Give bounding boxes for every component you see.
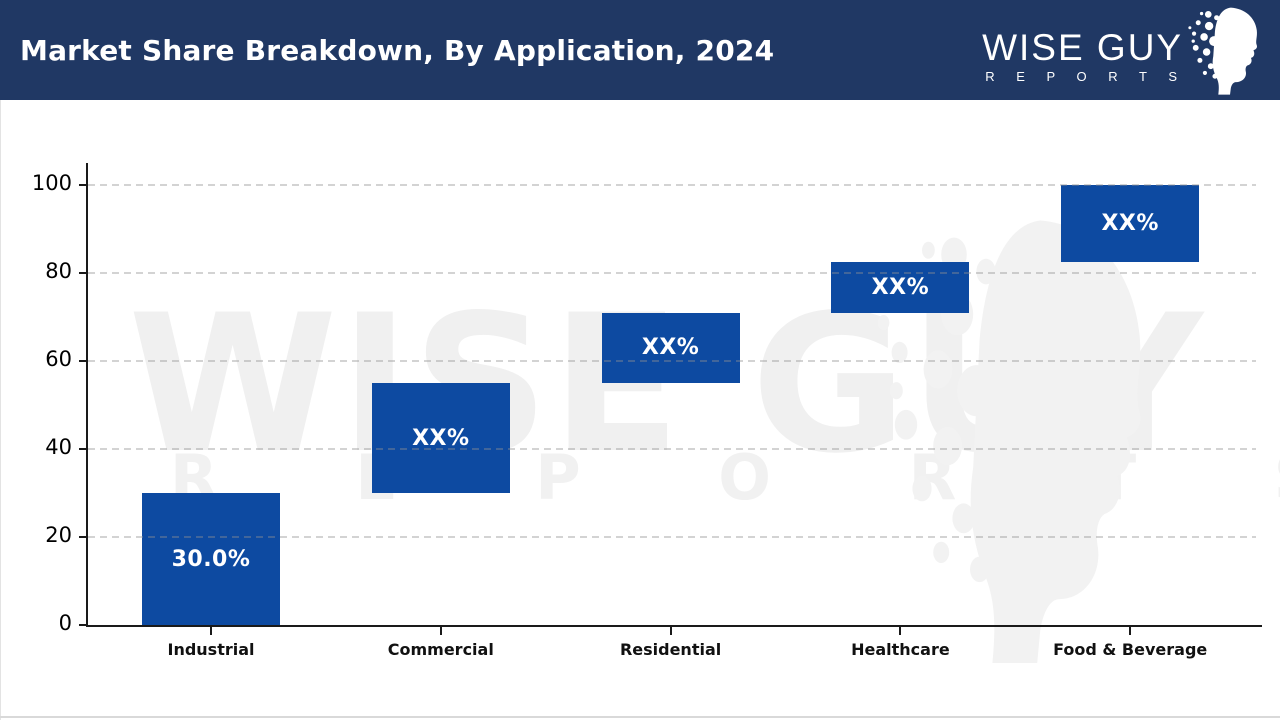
- bar: XX%: [1061, 185, 1200, 262]
- x-tick-mark: [669, 627, 672, 635]
- x-tick-mark: [1129, 627, 1132, 635]
- gridline: [88, 272, 1256, 274]
- bar-value-label: XX%: [871, 274, 930, 300]
- x-tick-label: Healthcare: [851, 640, 950, 659]
- gridline: [88, 184, 1256, 186]
- plot-area: 0 20 40 60 80 100 30.0% Industrial XX% Commercial…: [0, 100, 1280, 720]
- brand-wordmark: WISE GUY R E P O R T S: [979, 26, 1186, 84]
- gridline: [88, 448, 1256, 450]
- watermark-head-profile-icon: [877, 220, 1141, 663]
- x-tick-mark: [439, 627, 442, 635]
- x-tick-mark: [210, 627, 212, 635]
- y-tick-label: 80: [45, 259, 72, 283]
- y-tick-mark: [79, 448, 87, 450]
- header-bar: Market Share Breakdown, By Application, …: [0, 0, 1280, 100]
- y-tick-mark: [79, 624, 87, 626]
- y-tick-label: 40: [45, 435, 72, 459]
- y-tick-label: 0: [58, 611, 72, 635]
- y-axis: [86, 163, 88, 627]
- y-tick-label: 20: [45, 523, 72, 547]
- y-tick-mark: [79, 536, 87, 538]
- y-tick-mark: [79, 272, 87, 274]
- x-tick-label: Industrial: [167, 640, 255, 659]
- x-axis: [86, 625, 1262, 627]
- y-tick-mark: [79, 360, 87, 362]
- figure-bottom-edge: [0, 716, 1280, 718]
- dotted-head-profile-icon: [1188, 7, 1257, 95]
- chart-region: WISE GUY R E P O R T S 0 20 40 60 80 100 30.0%…: [0, 100, 1280, 720]
- bar-value-label: XX%: [1101, 211, 1159, 236]
- y-tick-label: 100: [31, 171, 72, 195]
- figure-left-edge: [0, 100, 1, 720]
- bar: XX%: [831, 262, 970, 313]
- bar: 30.0%: [142, 493, 280, 625]
- x-tick-label: Commercial: [387, 640, 494, 659]
- bar: XX%: [601, 312, 740, 383]
- brand-wordmark-sub: R E P O R T S: [985, 68, 1186, 84]
- bar-value-label: XX%: [412, 425, 470, 451]
- brand-logo: WISE GUY R E P O R T S: [979, 6, 1268, 98]
- bar-value-label: 30.0%: [171, 546, 251, 572]
- x-tick-mark: [899, 627, 902, 635]
- gridline: [88, 360, 1256, 362]
- x-tick-label: Food & Beverage: [1053, 640, 1208, 659]
- page-title: Market Share Breakdown, By Application, …: [20, 33, 775, 67]
- y-tick-label: 60: [45, 347, 72, 371]
- brand-wordmark-main: WISE GUY: [982, 26, 1184, 68]
- x-tick-label: Residential: [619, 640, 722, 659]
- bar: XX%: [371, 383, 510, 493]
- y-tick-mark: [79, 184, 87, 186]
- gridline: [88, 536, 1256, 538]
- bar-value-label: XX%: [641, 335, 700, 361]
